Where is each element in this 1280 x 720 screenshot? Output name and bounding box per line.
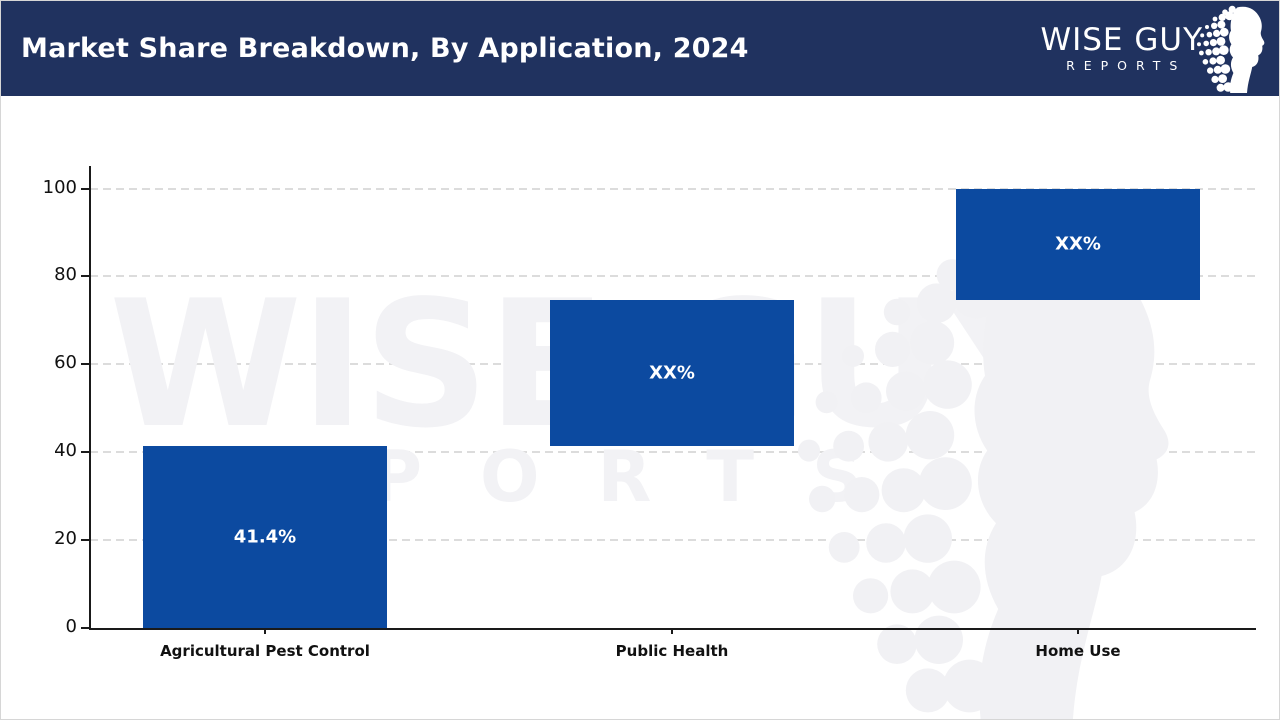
x-tick [1077,628,1079,634]
gridline-40 [90,451,1256,454]
gridline-20 [90,539,1256,542]
y-tick [81,539,89,542]
bar-value-label: 41.4% [233,526,297,548]
x-category-label: Public Health [615,642,729,660]
y-tick [81,627,89,629]
logo-reports-text: REPORTS [1066,57,1187,73]
y-tick-label: 0 [65,616,77,637]
bar-value-label: XX% [1055,233,1101,255]
x-category-label: Home Use [1035,642,1121,660]
y-tick-label: 40 [54,440,77,462]
bar-value-label: XX% [649,362,695,384]
gridline-80 [90,275,1256,278]
x-category-label: Agricultural Pest Control [160,642,370,660]
page-title: Market Share Breakdown, By Application, … [21,33,749,64]
x-axis-line [89,628,1256,630]
header-bar: Market Share Breakdown, By Application, … [1,1,1279,96]
logo-wordmark: WISE GUY [1040,21,1203,58]
y-tick [81,451,89,454]
y-tick [81,187,89,190]
y-tick-label: 100 [42,176,77,198]
waterfall-bar-3 [956,188,1200,301]
y-tick-label: 60 [54,352,77,374]
y-tick-label: 80 [54,264,77,286]
y-tick-label: 20 [54,528,77,550]
gridline-100 [90,187,1256,190]
wiseguy-logo: WISE GUY REPORTS [1040,5,1267,93]
y-axis-line [89,166,91,630]
y-tick [81,275,89,278]
x-tick [671,628,673,634]
x-tick [264,628,266,634]
y-tick [81,363,89,366]
waterfall-bar-1 [143,446,387,628]
waterfall-bar-2 [550,300,794,447]
